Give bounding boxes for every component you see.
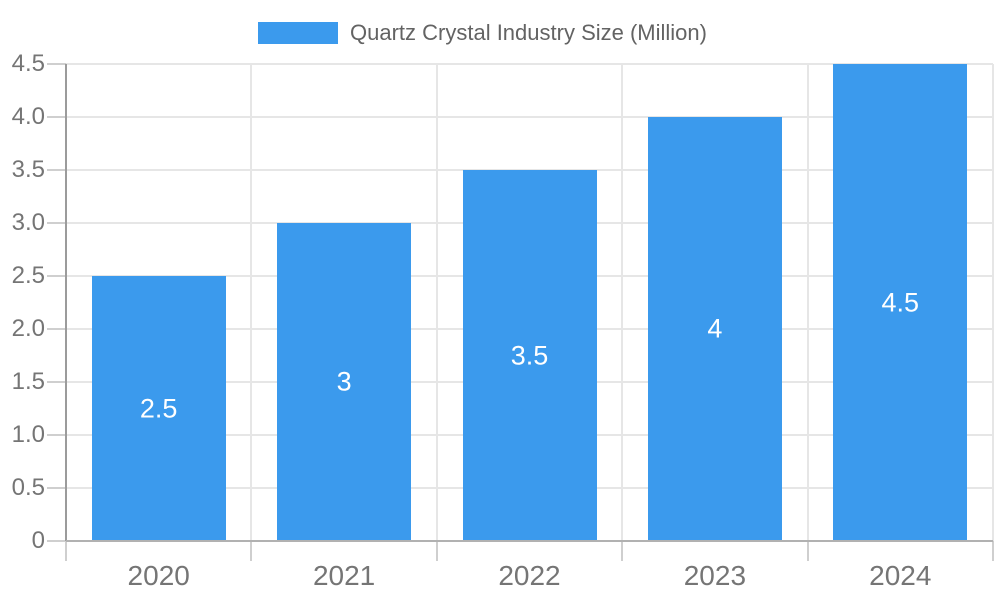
y-axis-tick: [47, 328, 66, 330]
x-gridline: [250, 64, 253, 541]
y-axis-tick: [47, 169, 66, 171]
bar[interactable]: 2.5: [91, 276, 226, 541]
x-gridline: [992, 64, 994, 541]
bar[interactable]: 4.5: [833, 64, 968, 541]
x-axis-label: 2022: [498, 560, 561, 591]
y-axis-tick: [47, 487, 66, 489]
y-axis-label: 3.0: [11, 209, 45, 236]
x-gridline: [435, 64, 438, 541]
x-gridline: [621, 64, 624, 541]
y-axis-label: 0: [31, 527, 45, 554]
x-axis-tick: [621, 541, 624, 561]
y-axis-tick: [47, 275, 66, 277]
y-axis-tick: [47, 116, 66, 118]
chart-legend: Quartz Crystal Industry Size (Million): [258, 20, 707, 46]
x-axis-tick: [65, 541, 67, 561]
x-axis-label: 2020: [127, 560, 190, 591]
x-axis-tick: [992, 541, 994, 561]
bar-value-label: 4.5: [881, 287, 920, 317]
y-axis-label: 4.0: [11, 103, 45, 130]
y-axis-label: 0.5: [11, 474, 45, 501]
legend-series-label: Quartz Crystal Industry Size (Million): [350, 20, 707, 45]
y-axis-label: 1.5: [11, 368, 45, 395]
bar-value-label: 3: [336, 366, 352, 397]
y-axis-tick: [47, 222, 66, 224]
y-axis-tick: [47, 381, 66, 383]
bar-value-label: 2.5: [139, 393, 178, 423]
y-axis-line: [65, 64, 67, 541]
bar-value-label: 3.5: [510, 340, 549, 370]
y-gridline: [66, 116, 993, 118]
y-axis-label: 1.0: [11, 421, 45, 448]
x-axis-line: [66, 540, 993, 542]
x-axis-tick: [806, 541, 809, 561]
y-axis-label: 2.5: [11, 262, 45, 289]
x-axis-label: 2024: [869, 560, 932, 591]
x-axis-tick: [435, 541, 438, 561]
bar[interactable]: 4: [647, 117, 782, 541]
y-axis-tick: [47, 63, 66, 65]
x-axis-label: 2021: [312, 560, 376, 591]
y-axis-label: 4.5: [11, 50, 45, 77]
x-axis-tick: [250, 541, 253, 561]
bar-value-label: 4: [707, 313, 723, 344]
x-gridline: [806, 64, 809, 541]
bar[interactable]: 3: [277, 223, 412, 541]
legend-color-swatch: [258, 22, 338, 44]
y-axis-label: 3.5: [11, 156, 45, 183]
y-gridline: [66, 63, 993, 65]
y-axis-tick: [47, 434, 66, 436]
y-axis-tick: [47, 540, 66, 542]
y-axis-label: 2.0: [11, 315, 45, 342]
bar[interactable]: 3.5: [462, 170, 597, 541]
x-axis-label: 2023: [683, 560, 747, 591]
